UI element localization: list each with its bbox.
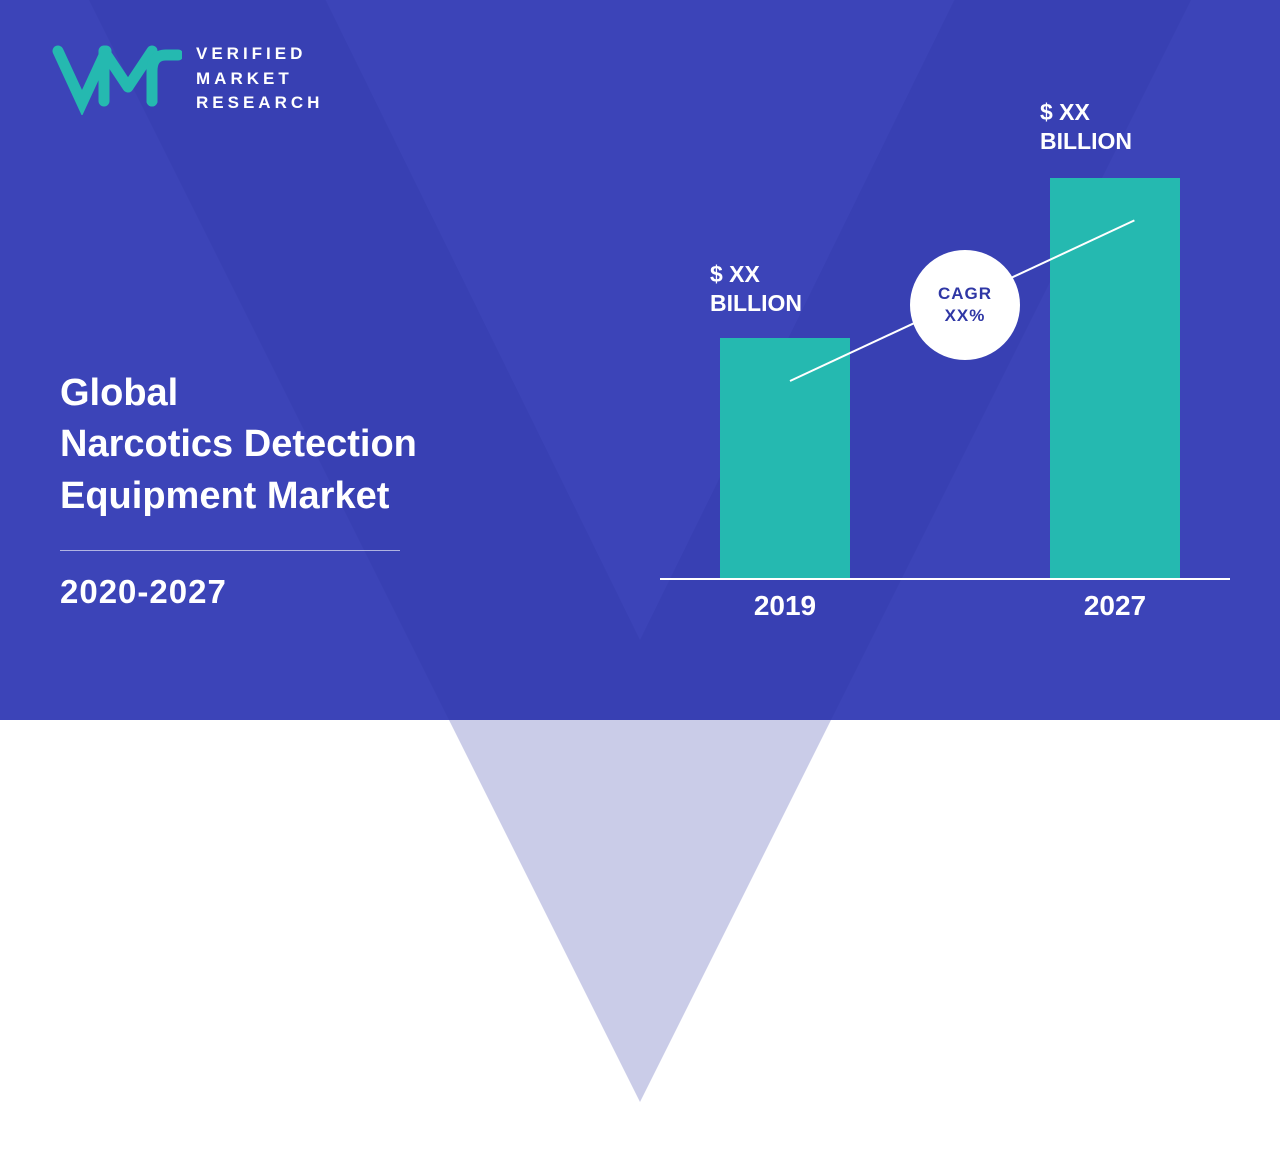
brand-text: VERIFIED MARKET RESEARCH	[196, 42, 323, 116]
cagr-badge: CAGR XX%	[910, 250, 1020, 360]
title-line2: Narcotics Detection	[60, 419, 417, 470]
brand-logo: VERIFIED MARKET RESEARCH	[52, 42, 323, 116]
brand-line3: RESEARCH	[196, 91, 323, 116]
cagr-value: XX%	[945, 305, 986, 327]
value-line1: $ XX	[710, 260, 802, 289]
vmr-logo-icon	[52, 43, 182, 115]
bar-2019	[720, 338, 850, 578]
brand-line1: VERIFIED	[196, 42, 323, 67]
cagr-label: CAGR	[938, 283, 992, 305]
bar-year-label-2019: 2019	[720, 590, 850, 622]
bar-value-label-2027: $ XX BILLION	[1040, 98, 1132, 156]
title-divider	[60, 550, 400, 551]
bar-value-label-2019: $ XX BILLION	[710, 260, 802, 318]
brand-line2: MARKET	[196, 67, 323, 92]
bar-2027	[1050, 178, 1180, 578]
value-line2: BILLION	[1040, 127, 1132, 156]
title-line1: Global	[60, 368, 417, 419]
bar-year-label-2027: 2027	[1050, 590, 1180, 622]
title-line3: Equipment Market	[60, 471, 417, 522]
year-range: 2020-2027	[60, 573, 417, 611]
title-block: Global Narcotics Detection Equipment Mar…	[60, 368, 417, 611]
value-line2: BILLION	[710, 289, 802, 318]
x-axis	[660, 578, 1230, 580]
value-line1: $ XX	[1040, 98, 1132, 127]
bar-chart: $ XX BILLION 2019 $ XX BILLION 2027 CAGR…	[660, 70, 1240, 620]
